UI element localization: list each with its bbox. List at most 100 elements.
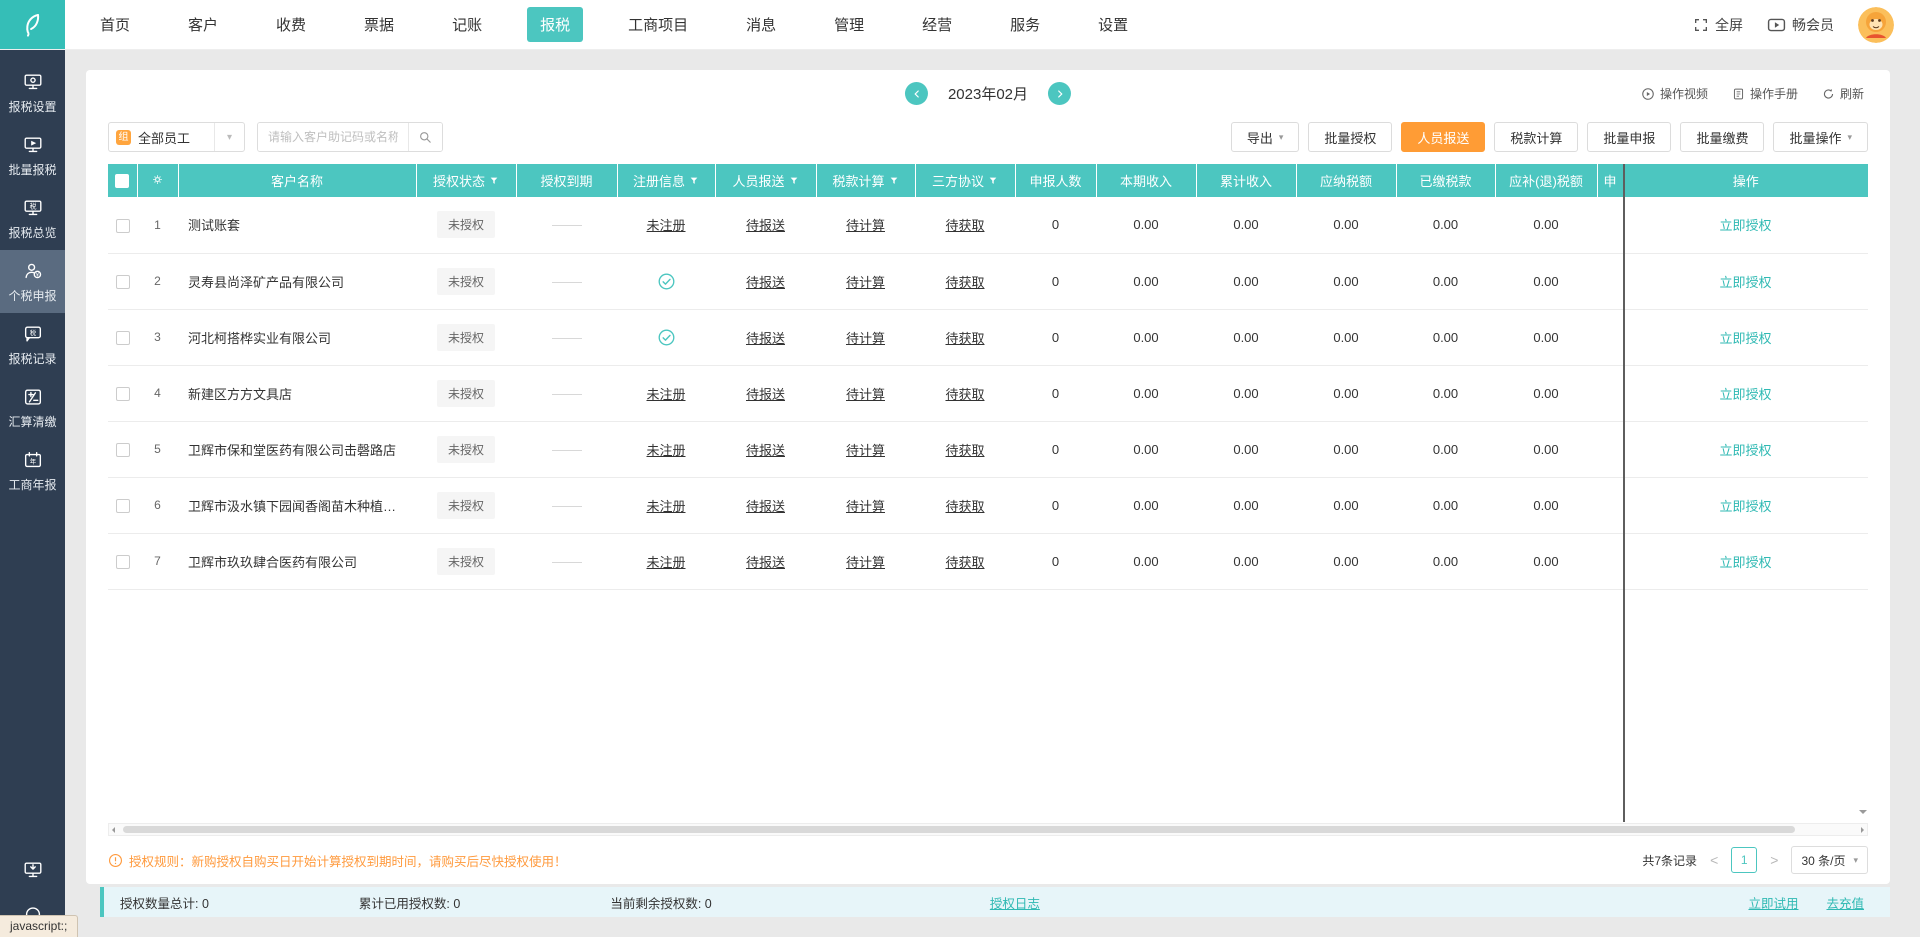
authorize-now-link[interactable]: 立即授权 (1719, 498, 1772, 514)
sidebar-item-1[interactable]: 批量报税 (0, 124, 65, 187)
filter-funnel-icon[interactable] (988, 176, 998, 186)
next-page-button[interactable]: > (1770, 852, 1779, 868)
tax-calc-link[interactable]: 待计算 (845, 386, 885, 402)
nav-item-3[interactable]: 票据 (364, 17, 395, 34)
nav-item-1[interactable]: 客户 (188, 17, 219, 34)
row-checkbox[interactable] (115, 386, 130, 401)
column-header-label: 客户名称 (270, 174, 323, 189)
sidebar-item-4[interactable]: 税报税记录 (0, 313, 65, 376)
registration-link[interactable]: 未注册 (646, 442, 686, 458)
tax-calc-link[interactable]: 待计算 (845, 274, 885, 290)
scroll-left-arrow-icon[interactable] (112, 827, 115, 833)
agreement-link[interactable]: 待获取 (945, 330, 985, 346)
nav-item-11[interactable]: 设置 (1098, 17, 1129, 34)
row-checkbox[interactable] (115, 218, 130, 233)
toolbar-button-4[interactable]: 批量申报 (1587, 122, 1672, 152)
customer-search-input[interactable] (258, 123, 408, 151)
toolbar-button-2[interactable]: 人员报送 (1401, 122, 1486, 152)
try-now-link[interactable]: 立即试用 (1748, 896, 1799, 911)
nav-item-7[interactable]: 消息 (746, 17, 777, 34)
panel-link-2[interactable]: 刷新 (1822, 85, 1864, 102)
select-all-checkbox[interactable] (115, 174, 130, 189)
next-month-button[interactable] (1048, 82, 1072, 105)
employee-filter-select[interactable]: 组 全部员工 ▾ (108, 122, 245, 152)
authorization-log-link[interactable]: 授权日志 (989, 896, 1040, 911)
current-page-button[interactable]: 1 (1731, 847, 1758, 873)
staff-report-link[interactable]: 待报送 (745, 218, 785, 234)
toolbar-button-5[interactable]: 批量缴费 (1680, 122, 1765, 152)
tax-calc-link[interactable]: 待计算 (845, 218, 885, 234)
registration-link[interactable]: 未注册 (646, 498, 686, 514)
prev-page-button[interactable]: < (1710, 852, 1719, 868)
authorize-now-link[interactable]: 立即授权 (1719, 274, 1772, 290)
vertical-scroll-down-arrow[interactable] (1859, 810, 1867, 818)
staff-report-link[interactable]: 待报送 (745, 274, 785, 290)
toolbar-button-3[interactable]: 税款计算 (1494, 122, 1579, 152)
agreement-link[interactable]: 待获取 (945, 386, 985, 402)
scroll-right-arrow-icon[interactable] (1861, 827, 1864, 833)
staff-report-link[interactable]: 待报送 (745, 554, 785, 570)
toolbar-button-6[interactable]: 批量操作 ▾ (1773, 122, 1868, 152)
page-size-select[interactable]: 30 条/页 ▾ (1791, 846, 1868, 874)
horizontal-scrollbar[interactable] (108, 823, 1868, 836)
sidebar-item-2[interactable]: 税报税总览 (0, 187, 65, 250)
sidebar-item-0[interactable]: 报税设置 (0, 61, 65, 124)
nav-item-4[interactable]: 记账 (452, 17, 483, 34)
staff-report-link[interactable]: 待报送 (745, 498, 785, 514)
sidebar-item-5[interactable]: 汇算清缴 (0, 376, 65, 439)
row-checkbox[interactable] (115, 498, 130, 513)
agreement-link[interactable]: 待获取 (945, 554, 985, 570)
search-button[interactable] (408, 123, 442, 151)
fullscreen-button[interactable]: 全屏 (1693, 15, 1743, 35)
authorize-now-link[interactable]: 立即授权 (1719, 386, 1772, 402)
gear-icon[interactable] (150, 172, 165, 187)
tax-calc-link[interactable]: 待计算 (845, 554, 885, 570)
nav-item-0[interactable]: 首页 (100, 17, 131, 34)
sidebar-item-6[interactable]: 年工商年报 (0, 439, 65, 502)
authorize-now-link[interactable]: 立即授权 (1719, 554, 1772, 570)
agreement-link[interactable]: 待获取 (945, 442, 985, 458)
tax-calc-link[interactable]: 待计算 (845, 330, 885, 346)
panel-link-1[interactable]: 操作手册 (1732, 85, 1798, 102)
authorize-now-link[interactable]: 立即授权 (1719, 218, 1772, 234)
nav-item-8[interactable]: 管理 (834, 17, 865, 34)
tax-calc-link[interactable]: 待计算 (845, 498, 885, 514)
agreement-link[interactable]: 待获取 (945, 218, 985, 234)
registration-link[interactable]: 未注册 (646, 554, 686, 570)
panel-link-0[interactable]: 操作视频 (1641, 85, 1708, 102)
filter-funnel-icon[interactable] (789, 176, 799, 186)
recharge-link[interactable]: 去充值 (1826, 896, 1864, 911)
filter-funnel-icon[interactable] (889, 176, 899, 186)
staff-report-link[interactable]: 待报送 (745, 330, 785, 346)
agreement-link[interactable]: 待获取 (945, 274, 985, 290)
staff-report-link[interactable]: 待报送 (745, 442, 785, 458)
nav-item-6[interactable]: 工商项目 (628, 17, 689, 34)
toolbar-button-1[interactable]: 批量授权 (1308, 122, 1393, 152)
agreement-link[interactable]: 待获取 (945, 498, 985, 514)
horizontal-scrollbar-thumb[interactable] (123, 826, 1795, 833)
member-button[interactable]: 畅会员 (1767, 15, 1834, 35)
registration-link[interactable]: 未注册 (646, 386, 686, 402)
row-checkbox[interactable] (115, 274, 130, 289)
staff-report-link[interactable]: 待报送 (745, 386, 785, 402)
row-checkbox[interactable] (115, 442, 130, 457)
registration-link[interactable]: 未注册 (646, 218, 686, 234)
filter-funnel-icon[interactable] (489, 176, 499, 186)
tax-calc-link[interactable]: 待计算 (845, 442, 885, 458)
row-checkbox[interactable] (115, 554, 130, 569)
authorize-now-link[interactable]: 立即授权 (1719, 330, 1772, 346)
sidebar-item-3[interactable]: ¥ 个税申报 (0, 250, 65, 313)
registration-cell (617, 253, 715, 310)
monitor-download-icon[interactable] (22, 859, 44, 881)
row-checkbox[interactable] (115, 330, 130, 345)
nav-item-9[interactable]: 经营 (922, 17, 953, 34)
nav-item-10[interactable]: 服务 (1010, 17, 1041, 34)
customer-name: 灵寿县尚泽矿产品有限公司 (188, 274, 345, 290)
authorize-now-link[interactable]: 立即授权 (1719, 442, 1772, 458)
nav-item-2[interactable]: 收费 (276, 17, 307, 34)
nav-item-5[interactable]: 报税 (527, 7, 584, 42)
user-avatar[interactable] (1858, 6, 1894, 43)
prev-month-button[interactable] (904, 82, 928, 105)
toolbar-button-0[interactable]: 导出 ▾ (1230, 122, 1300, 152)
filter-funnel-icon[interactable] (689, 176, 699, 186)
